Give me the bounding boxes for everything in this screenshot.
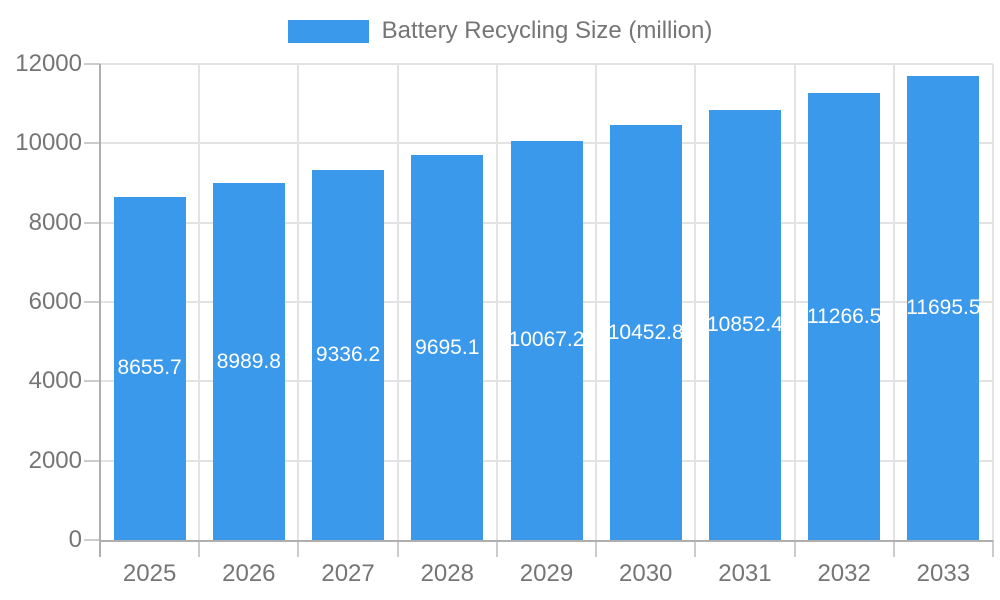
x-tick [396, 540, 399, 557]
y-axis-label: 0 [68, 526, 82, 553]
bar: 8989.8 [212, 183, 285, 540]
x-tick [495, 540, 498, 557]
x-axis-label: 2033 [916, 560, 971, 587]
x-gridline [892, 64, 895, 540]
y-axis-label: 4000 [28, 367, 82, 395]
y-tick [84, 539, 100, 541]
bar: 10452.8 [607, 125, 684, 540]
bar: 9695.1 [411, 155, 484, 540]
x-gridline [198, 64, 201, 540]
x-axis-label: 2028 [420, 560, 474, 587]
x-gridline [595, 64, 598, 540]
x-tick [595, 540, 598, 557]
y-axis-label: 12000 [15, 50, 82, 77]
x-axis-label: 2030 [619, 560, 673, 587]
x-axis-line [100, 540, 993, 542]
x-gridline [495, 64, 498, 540]
bar-value-label: 9336.2 [315, 342, 381, 366]
y-tick [84, 142, 100, 145]
legend-label: Battery Recycling Size (million) [381, 17, 713, 44]
x-tick [892, 540, 895, 557]
legend-item[interactable]: Battery Recycling Size (million) [0, 17, 1000, 45]
bar: 11695.5 [906, 76, 981, 540]
y-tick [84, 301, 100, 303]
x-gridline [297, 64, 300, 540]
bar-value-label: 10067.2 [508, 328, 585, 352]
y-tick [84, 221, 100, 224]
bar: 9336.2 [312, 169, 385, 540]
bar-value-label: 10452.8 [607, 320, 684, 344]
x-gridline [396, 64, 399, 540]
bar: 8655.7 [113, 196, 186, 540]
legend-swatch-icon [287, 19, 369, 43]
y-axis-label: 8000 [28, 208, 82, 236]
y-tick [84, 459, 100, 462]
x-tick [793, 540, 796, 557]
bar-value-label: 9695.1 [415, 335, 480, 359]
x-gridline [793, 64, 796, 540]
bar: 11266.5 [806, 93, 882, 540]
bar-value-label: 8989.8 [216, 349, 281, 373]
x-axis-label: 2026 [222, 560, 276, 587]
x-axis-label: 2027 [321, 560, 375, 587]
x-gridline [694, 64, 697, 540]
y-axis-line [99, 64, 101, 557]
bar: 10852.4 [706, 109, 783, 540]
y-tick [84, 63, 100, 65]
bar-value-label: 11695.5 [906, 296, 981, 320]
x-tick [198, 540, 201, 557]
bar-value-label: 11266.5 [806, 304, 882, 328]
y-tick [84, 380, 100, 383]
x-axis-label: 2032 [817, 560, 871, 587]
bar-value-label: 10852.4 [706, 312, 783, 336]
bar-value-label: 8655.7 [117, 356, 182, 380]
y-axis-label: 6000 [28, 288, 82, 315]
x-tick [297, 540, 300, 557]
x-axis-label: 2031 [718, 560, 772, 587]
x-tick [992, 540, 994, 557]
x-gridline [992, 64, 994, 540]
bar: 10067.2 [508, 140, 585, 540]
y-gridline [100, 63, 993, 65]
x-axis-label: 2025 [122, 560, 177, 587]
x-axis-label: 2029 [519, 560, 574, 587]
y-axis-label: 2000 [28, 446, 82, 474]
x-tick [694, 540, 697, 557]
y-axis-label: 10000 [15, 129, 82, 157]
